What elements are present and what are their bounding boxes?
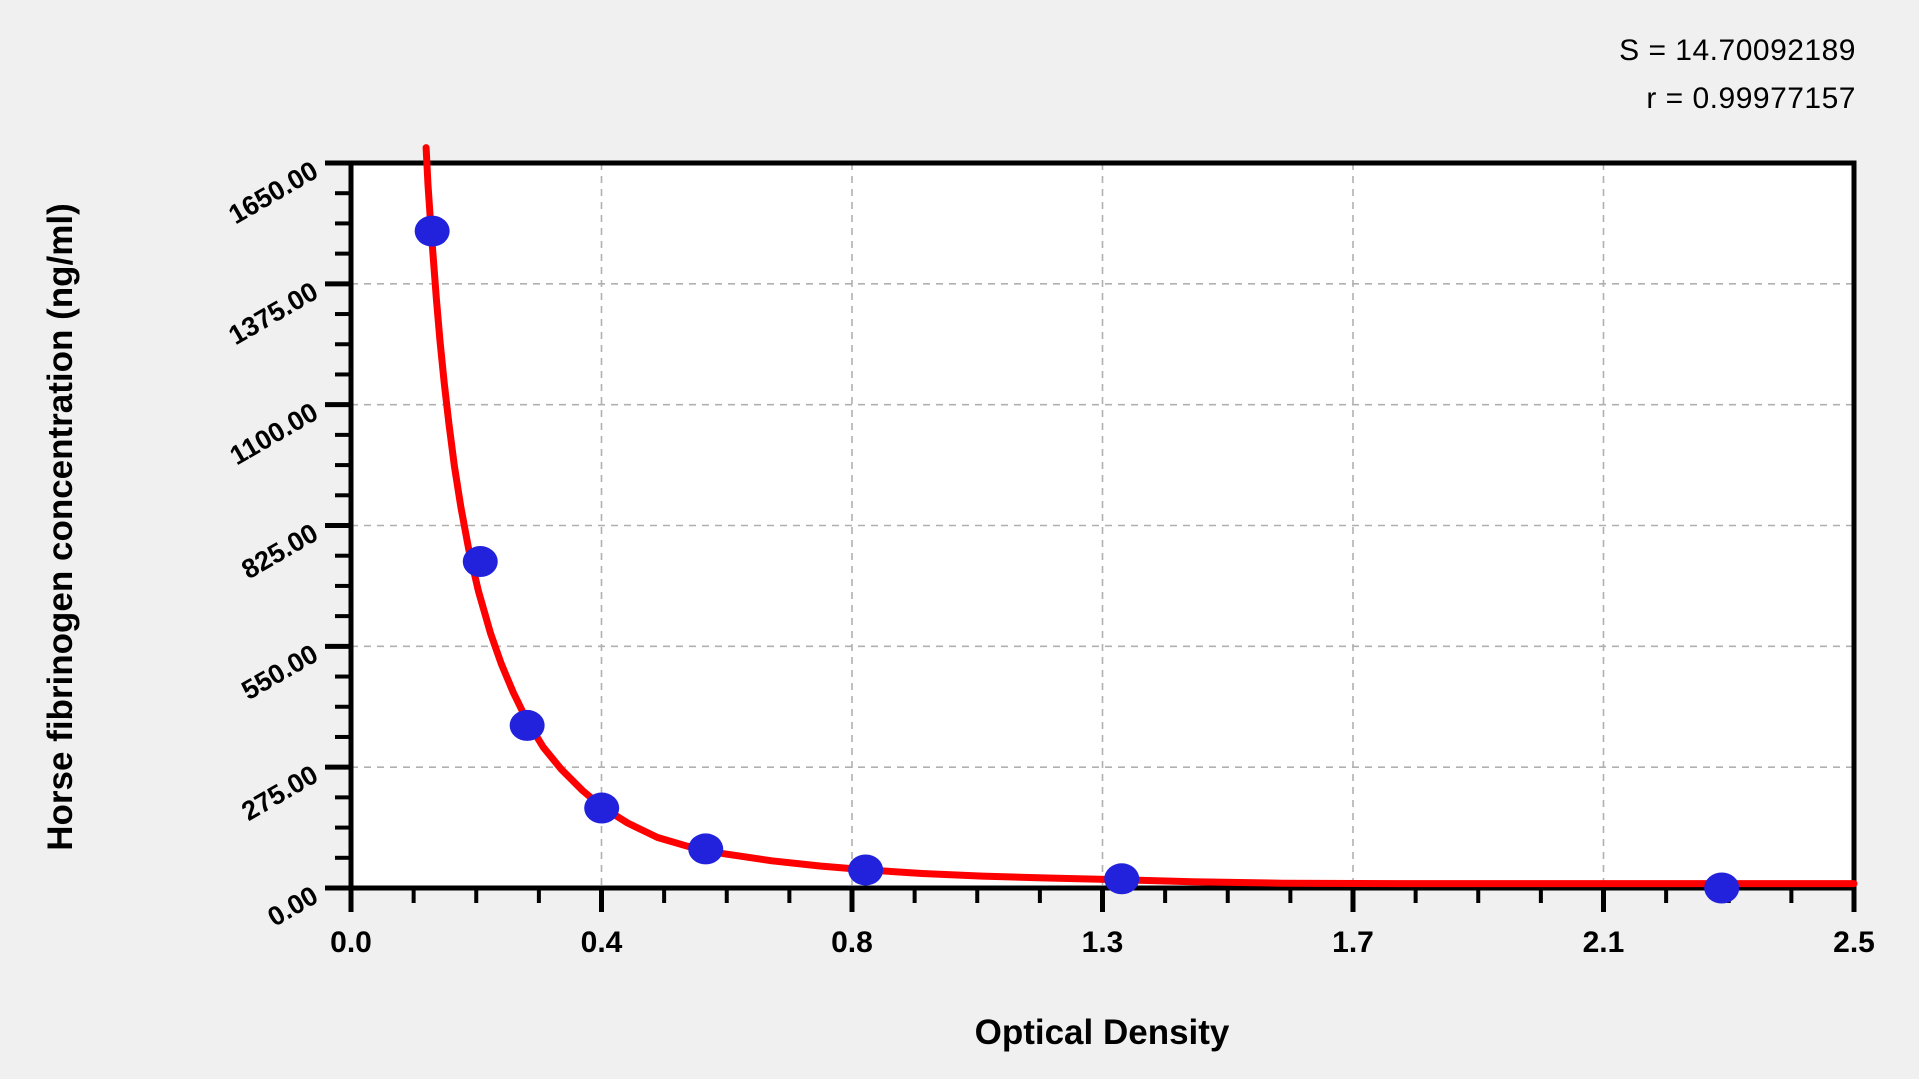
y-axis-title: Horse fibrinogen concentration (ng/ml) bbox=[41, 203, 80, 851]
data-point bbox=[688, 833, 724, 865]
y-tick-label: 0.00 bbox=[262, 880, 323, 932]
data-point bbox=[848, 854, 884, 886]
data-point bbox=[1704, 872, 1740, 904]
y-tick-label: 275.00 bbox=[236, 759, 323, 826]
y-tick-label: 1100.00 bbox=[225, 397, 323, 471]
x-tick-label: 0.0 bbox=[330, 926, 372, 959]
x-tick-label: 0.8 bbox=[831, 926, 873, 959]
y-tick-label: 825.00 bbox=[236, 518, 323, 585]
data-point bbox=[584, 792, 620, 824]
x-tick-label: 2.5 bbox=[1833, 926, 1875, 959]
y-tick-label: 1650.00 bbox=[223, 155, 323, 230]
y-tick-label: 1375.00 bbox=[223, 276, 323, 351]
y-tick-label: 550.00 bbox=[236, 639, 323, 706]
x-tick-label: 1.3 bbox=[1082, 926, 1124, 959]
stat-r-value: r = 0.99977157 bbox=[1646, 82, 1856, 115]
stat-s-value: S = 14.70092189 bbox=[1619, 34, 1856, 67]
x-axis-title: Optical Density bbox=[975, 1013, 1230, 1052]
x-tick-label: 2.1 bbox=[1583, 926, 1625, 959]
data-point bbox=[462, 546, 498, 578]
data-point bbox=[1104, 863, 1140, 895]
data-point bbox=[509, 709, 545, 741]
x-tick-label: 1.7 bbox=[1332, 926, 1374, 959]
x-tick-label: 0.4 bbox=[581, 926, 623, 959]
chart-graphics: 0.00 275.00 550.00 825.00 1100.00 1375.00 1650… bbox=[223, 144, 1875, 959]
data-point bbox=[414, 215, 450, 247]
